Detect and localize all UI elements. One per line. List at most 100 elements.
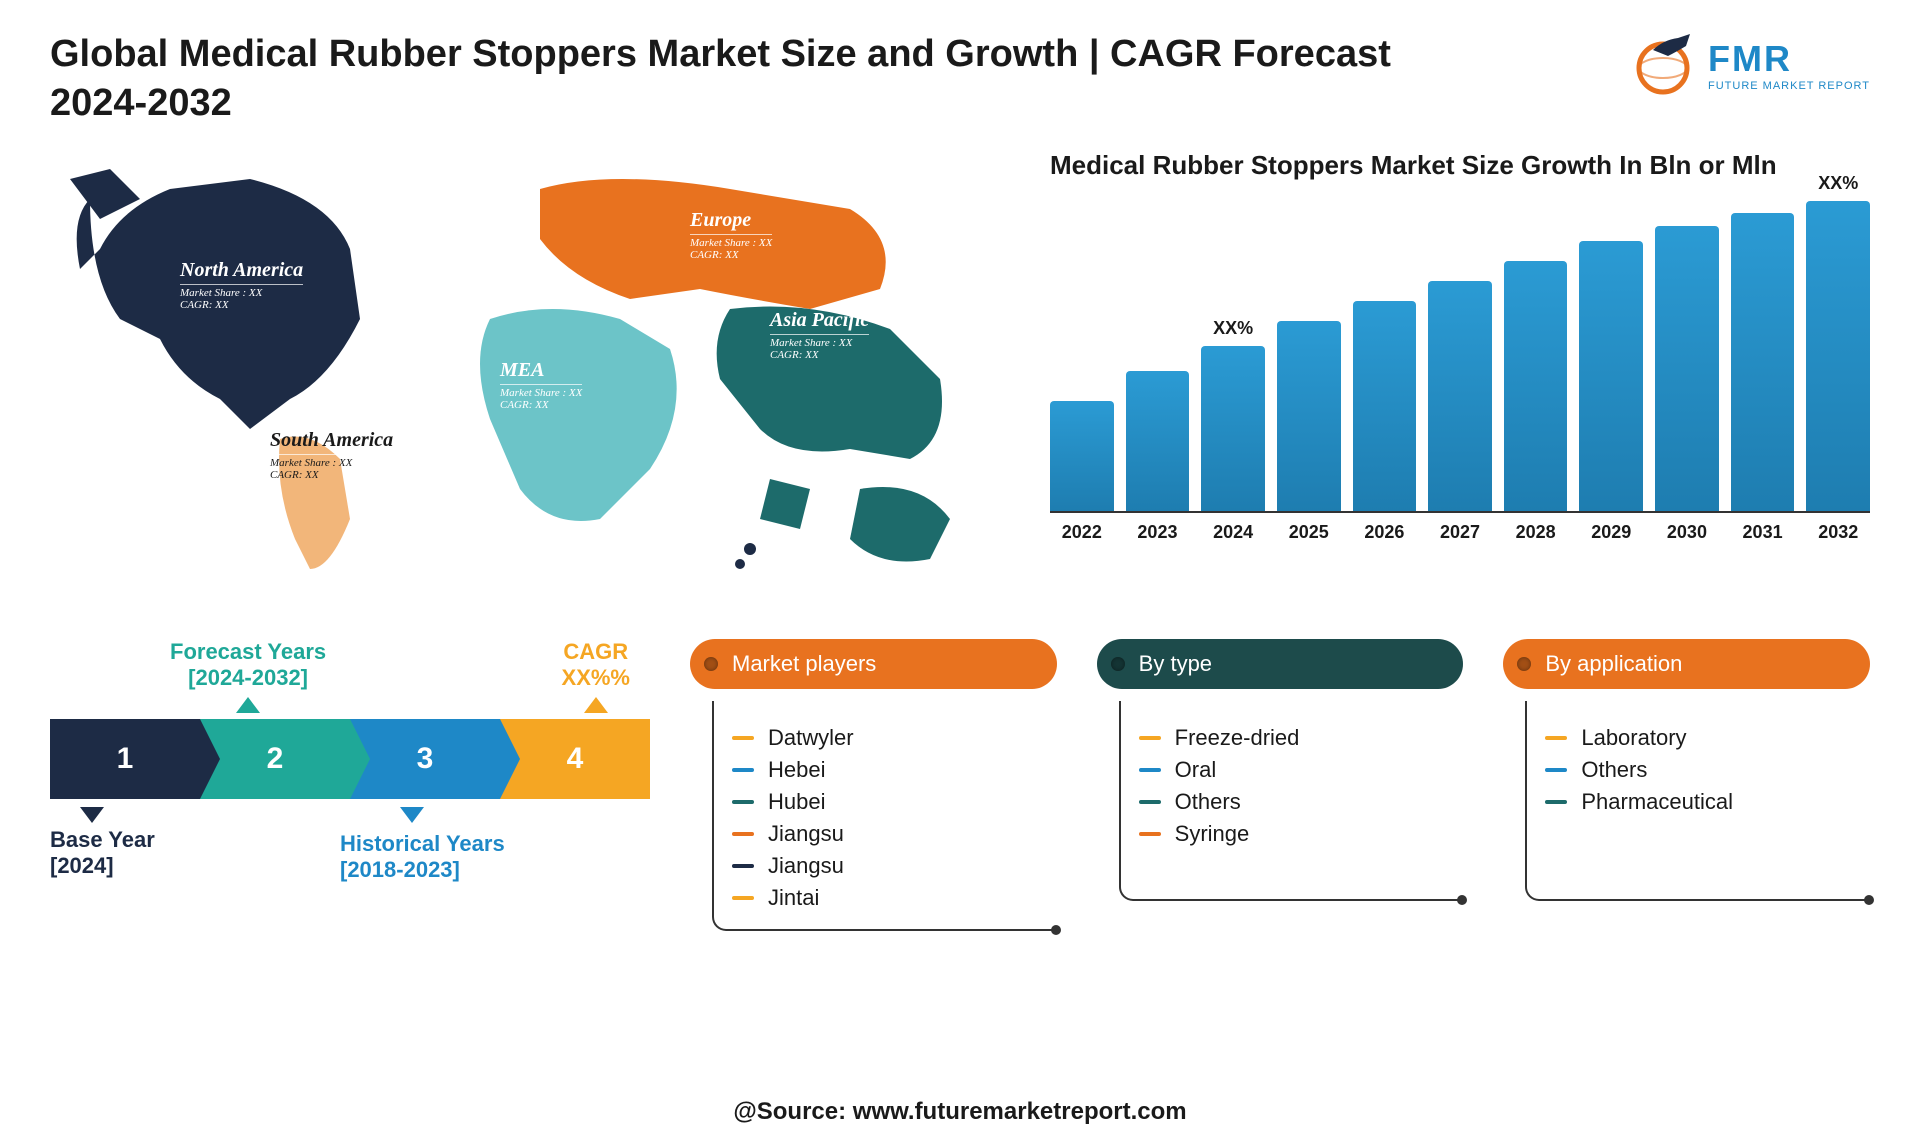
bar: [1579, 241, 1643, 511]
category-item-label: Jiangsu: [768, 821, 844, 847]
tick-icon: [732, 768, 754, 772]
category-item: Jiangsu: [732, 853, 1057, 879]
tick-icon: [1545, 768, 1567, 772]
region-eu-share: Market Share : XX: [690, 237, 772, 249]
timeline-seg-1: 1: [50, 719, 200, 799]
cagr-label: CAGR XX%%: [562, 639, 630, 713]
logo-text-sub: FUTURE MARKET REPORT: [1708, 80, 1870, 92]
region-sa-name: South America: [270, 429, 393, 455]
forecast-label: Forecast Years [2024-2032]: [170, 639, 326, 713]
bar-wrap: XX%2024: [1201, 346, 1265, 511]
bar: [1428, 281, 1492, 511]
tick-icon: [1545, 800, 1567, 804]
region-mea-cagr: CAGR: XX: [500, 399, 582, 411]
category-item: Pharmaceutical: [1545, 789, 1870, 815]
region-na-share: Market Share : XX: [180, 287, 303, 299]
category-item-label: Pharmaceutical: [1581, 789, 1733, 815]
region-sa-share: Market Share : XX: [270, 457, 393, 469]
timeline-seg-3: 3: [350, 719, 500, 799]
logo-globe-icon: [1628, 30, 1698, 100]
market-players-title: Market players: [732, 651, 876, 677]
category-item-label: Datwyler: [768, 725, 854, 751]
bar-wrap: 2030: [1655, 226, 1719, 511]
timeline-area: Forecast Years [2024-2032] CAGR XX%% 1 2…: [50, 639, 650, 931]
triangle-up-icon: [584, 697, 608, 713]
category-item-label: Hubei: [768, 789, 825, 815]
category-item-label: Oral: [1175, 757, 1217, 783]
fmr-logo: FMR FUTURE MARKET REPORT: [1628, 30, 1870, 100]
source-attribution: @Source: www.futuremarketreport.com: [733, 1098, 1186, 1126]
bar-wrap: 2029: [1579, 241, 1643, 511]
by-application-title: By application: [1545, 651, 1682, 677]
category-item-label: Freeze-dried: [1175, 725, 1300, 751]
category-item: Jintai: [732, 885, 1057, 911]
bar-year-label: 2032: [1818, 522, 1858, 543]
category-item: Datwyler: [732, 725, 1057, 751]
category-item: Freeze-dried: [1139, 725, 1464, 751]
region-mea-share: Market Share : XX: [500, 387, 582, 399]
category-item-label: Laboratory: [1581, 725, 1686, 751]
bar-chart: 20222023XX%20242025202620272028202920302…: [1050, 203, 1870, 513]
category-item: Syringe: [1139, 821, 1464, 847]
bar-year-label: 2031: [1743, 522, 1783, 543]
tick-icon: [732, 800, 754, 804]
bar-year-label: 2024: [1213, 522, 1253, 543]
tick-icon: [1139, 768, 1161, 772]
bar: [1277, 321, 1341, 511]
region-ap-name: Asia Pacific: [770, 309, 869, 335]
bar: [1126, 371, 1190, 511]
category-item-label: Others: [1175, 789, 1241, 815]
category-item-label: Syringe: [1175, 821, 1250, 847]
pill-dot-icon: [1517, 657, 1531, 671]
bar-wrap: 2026: [1353, 301, 1417, 511]
tick-icon: [1545, 736, 1567, 740]
category-item-label: Jintai: [768, 885, 819, 911]
category-item: Others: [1139, 789, 1464, 815]
triangle-up-icon: [236, 697, 260, 713]
by-type-pill: By type: [1097, 639, 1464, 689]
world-map: North America Market Share : XX CAGR: XX…: [50, 149, 1010, 579]
timeline-bar: 1 2 3 4: [50, 719, 650, 799]
by-application-pill: By application: [1503, 639, 1870, 689]
bar: [1050, 401, 1114, 511]
bar-wrap: 2027: [1428, 281, 1492, 511]
tick-icon: [732, 736, 754, 740]
region-mea-name: MEA: [500, 359, 582, 385]
bar-wrap: 2025: [1277, 321, 1341, 511]
logo-text-main: FMR: [1708, 38, 1870, 80]
pill-dot-icon: [704, 657, 718, 671]
bar-year-label: 2023: [1137, 522, 1177, 543]
historical-years-label: Historical Years [2018-2023]: [340, 831, 505, 883]
category-item: Hubei: [732, 789, 1057, 815]
bar-wrap: 2031: [1731, 213, 1795, 511]
tick-icon: [732, 832, 754, 836]
bar: [1353, 301, 1417, 511]
category-item-label: Hebei: [768, 757, 825, 783]
timeline-seg-4: 4: [500, 719, 650, 799]
bar-year-label: 2022: [1062, 522, 1102, 543]
page-title: Global Medical Rubber Stoppers Market Si…: [50, 30, 1450, 129]
bar-wrap: 2028: [1504, 261, 1568, 511]
bar-wrap: XX%2032: [1806, 201, 1870, 511]
bar: [1806, 201, 1870, 511]
region-na-name: North America: [180, 259, 303, 285]
bar: [1731, 213, 1795, 511]
bar-wrap: 2022: [1050, 401, 1114, 511]
region-sa-cagr: CAGR: XX: [270, 469, 393, 481]
chart-title: Medical Rubber Stoppers Market Size Grow…: [1050, 149, 1870, 183]
category-item: Jiangsu: [732, 821, 1057, 847]
bar-year-label: 2030: [1667, 522, 1707, 543]
region-eu-name: Europe: [690, 209, 772, 235]
region-ap-cagr: CAGR: XX: [770, 349, 869, 361]
bar-year-label: 2027: [1440, 522, 1480, 543]
bar: [1504, 261, 1568, 511]
bar-year-label: 2026: [1364, 522, 1404, 543]
tick-icon: [1139, 800, 1161, 804]
region-ap-share: Market Share : XX: [770, 337, 869, 349]
tick-icon: [1139, 832, 1161, 836]
region-eu-cagr: CAGR: XX: [690, 249, 772, 261]
timeline-seg-2: 2: [200, 719, 350, 799]
triangle-down-icon: [400, 807, 424, 823]
bar-wrap: 2023: [1126, 371, 1190, 511]
bar-year-label: 2025: [1289, 522, 1329, 543]
